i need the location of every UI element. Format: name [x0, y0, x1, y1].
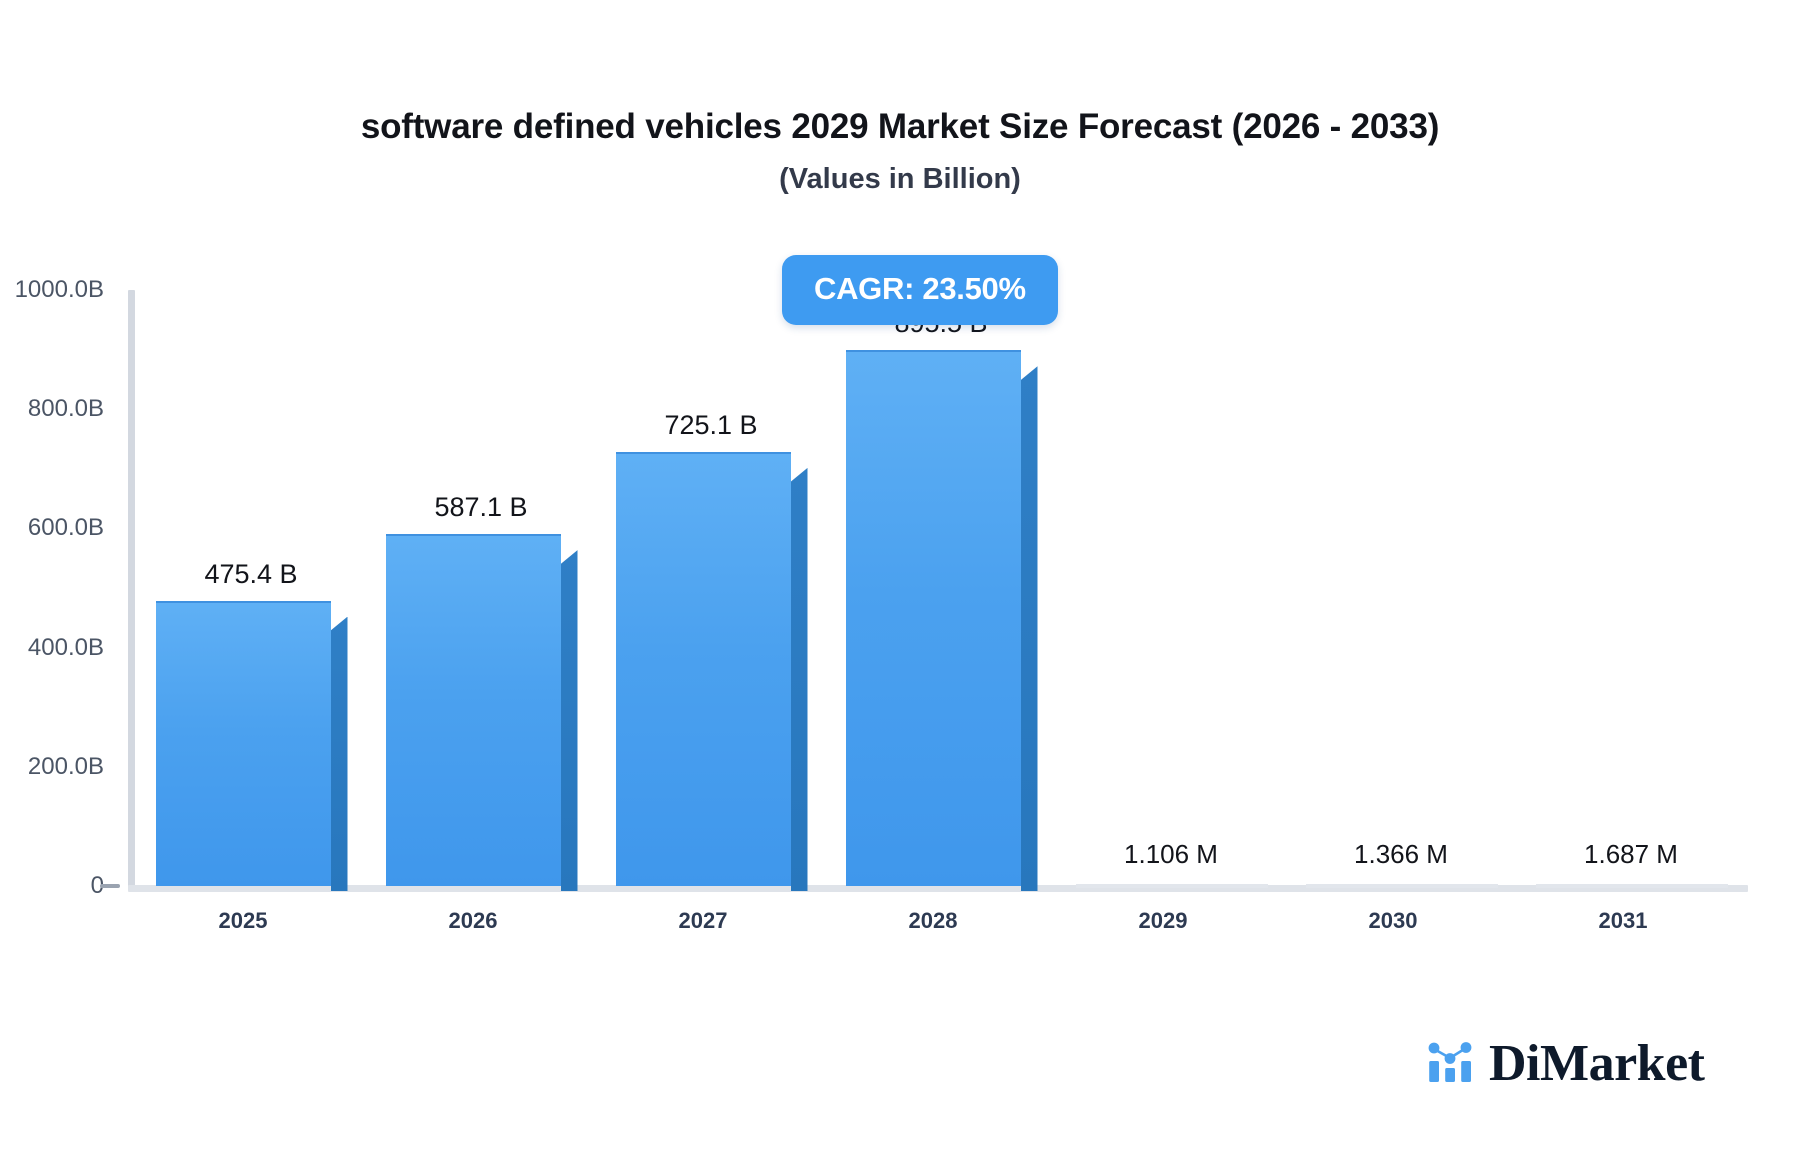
- y-tick-label: 600.0B: [27, 514, 104, 542]
- bar-value-label: 1.366 M: [1354, 839, 1448, 869]
- y-tick-label: 1000.0B: [14, 276, 104, 303]
- bar-face: [615, 451, 791, 886]
- bar-value-label: 1.106 M: [1124, 839, 1218, 869]
- x-tick-label: 2026: [448, 908, 498, 933]
- x-tick-label: 2025: [218, 908, 268, 933]
- y-tick-label: 0: [90, 872, 104, 899]
- x-tick-label: 2028: [908, 908, 958, 933]
- bar-side-3d: [1020, 366, 1038, 891]
- x-tick-label: 2027: [678, 908, 728, 933]
- bar-face: [155, 600, 331, 886]
- bar: [845, 350, 1038, 891]
- bar-side-3d: [330, 616, 348, 891]
- bar-side-3d: [560, 550, 578, 891]
- dimarket-logo: DiMarket: [1425, 1035, 1705, 1092]
- title-block: software defined vehicles 2029 Market Si…: [0, 107, 1800, 195]
- y-tick-label: 400.0B: [27, 633, 104, 661]
- bar-value-label: 475.4 B: [204, 558, 298, 589]
- page-title: software defined vehicles 2029 Market Si…: [360, 107, 1440, 146]
- x-tick-label: 2030: [1368, 908, 1418, 933]
- y-axis-line: [128, 290, 135, 888]
- bar: [615, 451, 808, 891]
- cagr-badge: CAGR: 23.50%: [782, 255, 1058, 325]
- bar-value-label: 1.687 M: [1584, 839, 1678, 869]
- x-tick-label: 2031: [1598, 908, 1648, 933]
- y-tick-label: 800.0B: [27, 395, 104, 423]
- bar-side-3d: [790, 467, 808, 891]
- y-tick-mark: [100, 884, 120, 888]
- bar: [385, 534, 578, 891]
- x-tick-label: 2029: [1138, 908, 1188, 933]
- bar-face: [845, 350, 1021, 886]
- bar: [155, 600, 348, 891]
- chart-subtitle: (Values in Billion): [779, 162, 1021, 195]
- bar-value-label: 725.1 B: [664, 409, 758, 440]
- bar-negligible: [1535, 884, 1728, 888]
- bar-chart-dots-icon: [1425, 1039, 1475, 1090]
- logo-wordmark: DiMarket: [1489, 1035, 1705, 1092]
- bar-value-label: 587.1 B: [434, 492, 528, 523]
- bar-negligible: [1075, 884, 1268, 888]
- y-tick-label: 200.0B: [27, 752, 104, 780]
- x-axis-line: [128, 885, 1748, 892]
- bar-negligible: [1305, 884, 1498, 888]
- bar-face: [385, 534, 561, 886]
